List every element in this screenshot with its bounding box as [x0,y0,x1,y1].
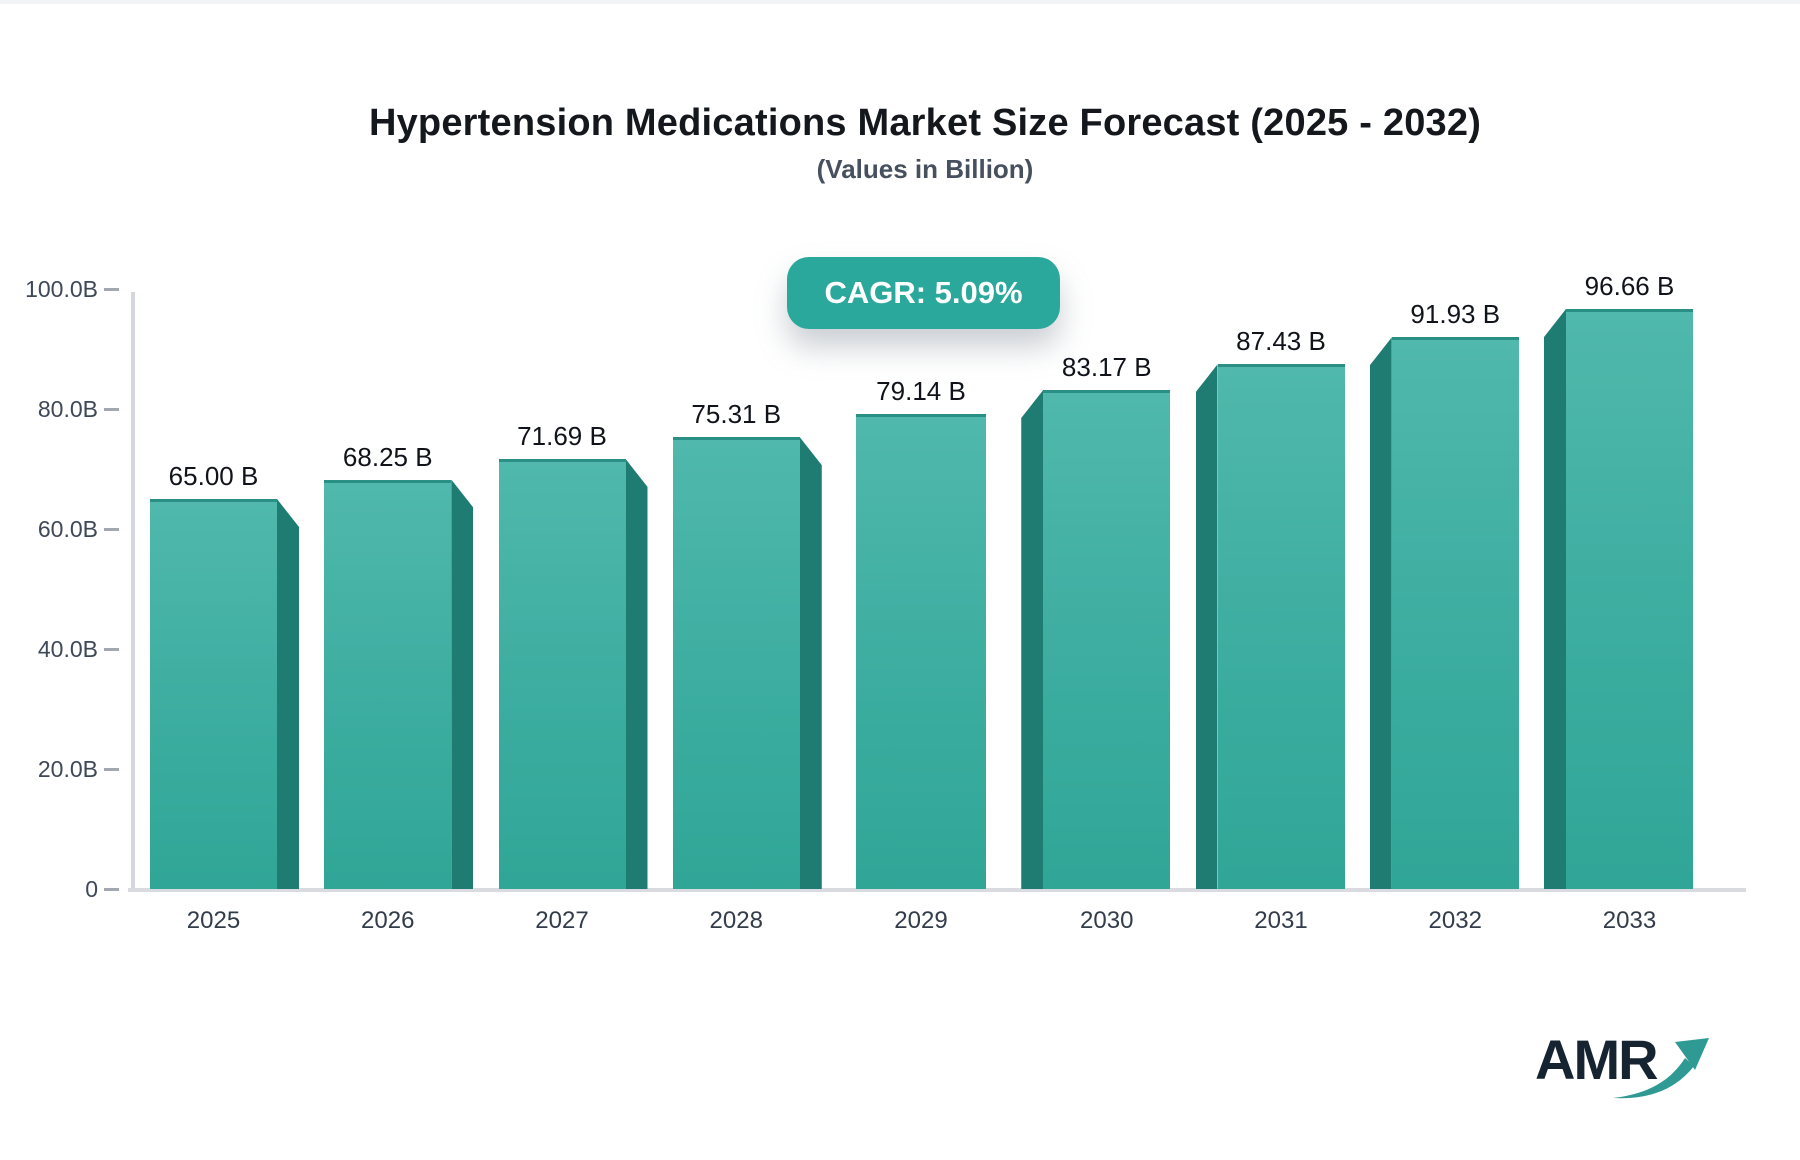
bar-value-label: 83.17 B [1061,351,1152,382]
chart-subtitle: (Values in Billion) [816,154,1034,184]
x-axis-label: 2030 [1080,907,1134,934]
y-axis-line [131,292,135,890]
bar-side-face [277,499,299,889]
bar-value-label: 91.93 B [1410,299,1501,330]
x-axis-label: 2027 [535,907,589,934]
y-tick-mark [104,528,119,531]
chart-title: Hypertension Medications Market Size For… [368,102,1482,144]
bar-side-face [1369,337,1392,889]
amr-logo-text: AMR [1535,1028,1659,1091]
y-tick-label: 40.0B [37,636,98,662]
y-tick-label: 80.0B [37,396,98,422]
bar-2029[interactable] [856,414,986,889]
y-tick-mark [104,888,119,891]
bar-2028[interactable] [672,437,800,889]
bar-side-face [625,458,648,889]
bar-side-face [451,479,474,889]
y-tick-mark [104,288,119,291]
bar-side-face [1195,364,1218,889]
x-axis-label: 2033 [1602,907,1657,934]
bar-value-label: 68.25 B [342,441,433,472]
bar-side-face [1544,309,1566,889]
y-tick-label: 60.0B [37,516,98,542]
bar-value-label: 71.69 B [517,420,607,451]
y-tick-mark [104,648,119,651]
x-axis-label: 2028 [709,907,763,934]
bar-2025[interactable] [150,499,277,889]
x-axis-label: 2025 [186,907,241,934]
bar-value-label: 75.31 B [691,399,782,430]
bar-2033[interactable] [1566,309,1693,889]
bar-2032[interactable] [1391,337,1519,889]
plot-area: 100.0B 80.0B 60.0B 40.0B 20.0B 0 65.00 B 68.25… [0,4,1800,1160]
amr-logo: AMR [1535,1032,1725,1112]
bar-2027[interactable] [498,458,626,889]
y-tick-label: 0 [85,876,98,902]
bar-2026[interactable] [324,479,452,889]
y-tick-label: 20.0B [37,756,98,782]
y-tick-label: 100.0B [25,276,98,302]
x-axis-label: 2032 [1428,907,1482,934]
cagr-badge: CAGR: 5.09% [787,257,1060,329]
bar-value-label: 96.66 B [1584,271,1675,302]
x-axis-label: 2031 [1254,907,1308,934]
y-tick-mark [104,408,119,411]
x-axis-label: 2026 [361,907,415,934]
bar-value-label: 87.43 B [1236,326,1326,357]
bar-side-face [799,437,822,889]
trend-arrow-icon [1613,1038,1709,1099]
bar-2031[interactable] [1217,364,1345,889]
bar-value-label: 65.00 B [168,461,259,491]
x-axis-label: 2029 [894,907,948,934]
bar-side-face [1021,389,1044,889]
x-axis-line [128,888,1746,892]
bar-value-label: 79.14 B [876,376,966,407]
bar-2030[interactable] [1043,389,1171,889]
y-tick-mark [104,768,119,771]
